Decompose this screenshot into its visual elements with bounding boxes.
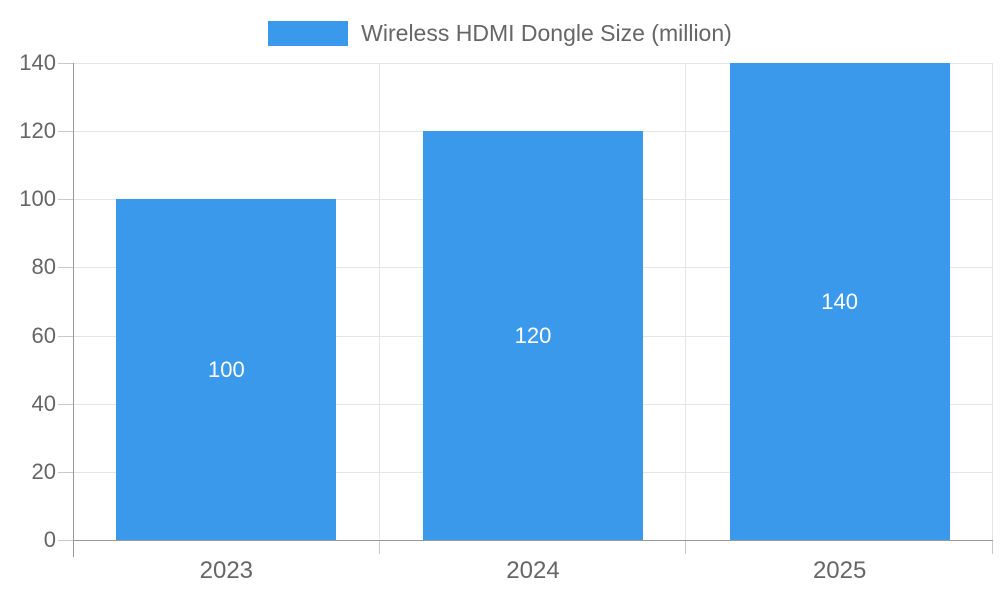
legend-label: Wireless HDMI Dongle Size (million): [361, 19, 732, 46]
y-axis-tick: [58, 540, 73, 541]
x-axis-line: [73, 540, 993, 541]
y-axis-label: 100: [19, 186, 56, 212]
y-axis-line: [73, 63, 74, 557]
y-axis-tick: [58, 471, 73, 473]
y-axis-label: 20: [31, 458, 56, 484]
bar-2025[interactable]: 140: [729, 63, 950, 540]
legend-swatch-icon: [268, 20, 349, 46]
y-axis-tick: [58, 403, 73, 405]
gridline-vertical: [685, 63, 687, 540]
legend-item[interactable]: Wireless HDMI Dongle Size (million): [0, 14, 1000, 52]
gridline-horizontal: [73, 63, 993, 64]
plot-area: 0 20 40 60 80 100 120 140 100 2023 120 2024 140 2025: [19, 52, 993, 584]
gridline-vertical: [992, 63, 993, 540]
y-axis-tick: [58, 131, 73, 133]
y-axis-tick: [58, 63, 73, 64]
x-axis-label: 2023: [199, 557, 254, 584]
y-axis-label: 40: [31, 390, 56, 416]
x-axis-tick: [685, 540, 687, 554]
y-axis-tick: [58, 267, 73, 269]
bar-value-label: 120: [514, 322, 552, 348]
bar-value-label: 140: [821, 288, 859, 314]
y-axis-tick: [58, 199, 73, 201]
y-axis-label: 120: [19, 118, 56, 144]
bar-2023[interactable]: 100: [116, 199, 337, 540]
x-axis-tick: [992, 540, 993, 554]
bar-value-label: 100: [207, 356, 245, 382]
x-axis-tick: [378, 540, 380, 554]
x-axis-label: 2024: [506, 557, 560, 584]
gridline-vertical: [378, 63, 380, 540]
x-axis-label: 2025: [812, 557, 867, 584]
y-axis-label: 140: [19, 50, 56, 75]
bar-2024[interactable]: 120: [423, 131, 643, 540]
y-axis-label: 60: [31, 322, 56, 348]
y-axis-label: 0: [43, 527, 56, 552]
y-axis-label: 80: [31, 254, 56, 280]
y-axis-tick: [58, 335, 73, 337]
